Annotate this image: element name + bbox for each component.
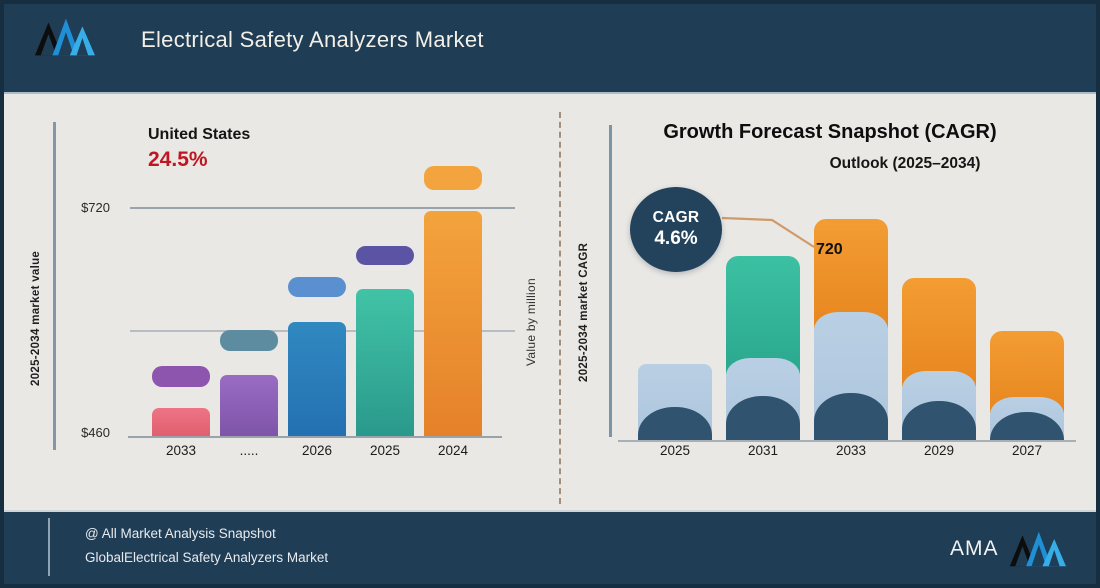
right-category-label: 2025 [659, 443, 691, 458]
left-bar-2033 [152, 407, 210, 436]
left-bar-2026 [288, 321, 346, 436]
left-gridline [130, 207, 515, 209]
right-bar-top-2033 [814, 219, 888, 328]
right-bar-base-2033 [814, 393, 888, 440]
cagr-badge-value: 4.6% [654, 228, 698, 249]
left-bar-cap-2025 [356, 245, 414, 266]
right-bar-top-2029 [902, 278, 976, 387]
left-y-axis-title: 2025-2034 market value [30, 250, 42, 386]
left-bar-cap-..... [220, 330, 278, 352]
left-category-label: ..... [239, 443, 259, 458]
region-label: United States [148, 126, 251, 143]
value-by-million-label: Value by million [524, 278, 538, 366]
left-category-label: 2026 [301, 443, 333, 458]
left-x-axis [128, 436, 502, 438]
region-percent: 24.5% [148, 148, 208, 171]
left-bar-cap-2024 [424, 165, 482, 191]
left-bar-2025 [356, 288, 414, 436]
right-chart-title: Growth Forecast Snapshot (CAGR) [663, 121, 997, 143]
left-category-label: 2024 [437, 443, 469, 458]
footer-separator [48, 518, 50, 576]
right-chart-subtitle: Outlook (2025–2034) [829, 155, 981, 172]
ama-logo-icon [34, 18, 95, 56]
right-category-label: 2031 [747, 443, 779, 458]
panel-divider [559, 112, 561, 504]
footer-brand-text: AMA [950, 537, 999, 560]
right-bar-base-2029 [902, 401, 976, 440]
footer-market-text: GlobalElectrical Safety Analyzers Market [85, 550, 329, 565]
right-category-label: 2033 [835, 443, 867, 458]
page-title: Electrical Safety Analyzers Market [141, 27, 484, 52]
left-bar-cap-2026 [288, 277, 346, 297]
right-category-label: 2027 [1011, 443, 1043, 458]
left-category-label: 2025 [369, 443, 401, 458]
left-y-axis [53, 122, 56, 450]
right-y-axis-title: 2025-2034 market CAGR [578, 242, 590, 383]
right-bar-base-2031 [726, 396, 800, 440]
bar-annotation-720: 720 [816, 241, 843, 258]
cagr-badge: CAGR 4.6% [630, 187, 722, 272]
cagr-badge-label: CAGR [652, 209, 700, 226]
footer-snapshot-text: @ All Market Analysis Snapshot [85, 526, 276, 541]
left-bar-..... [220, 375, 278, 436]
right-y-axis [609, 125, 612, 437]
left-tick-460: $460 [81, 425, 110, 440]
right-bar-top-2031 [726, 256, 800, 374]
right-category-label: 2029 [923, 443, 955, 458]
ama-logo-footer-icon [1009, 531, 1066, 567]
right-x-axis [618, 440, 1076, 442]
left-bar-cap-2033 [152, 365, 210, 387]
left-bar-2024 [424, 210, 482, 436]
left-tick-720: $720 [81, 200, 110, 215]
left-category-label: 2033 [165, 443, 197, 458]
